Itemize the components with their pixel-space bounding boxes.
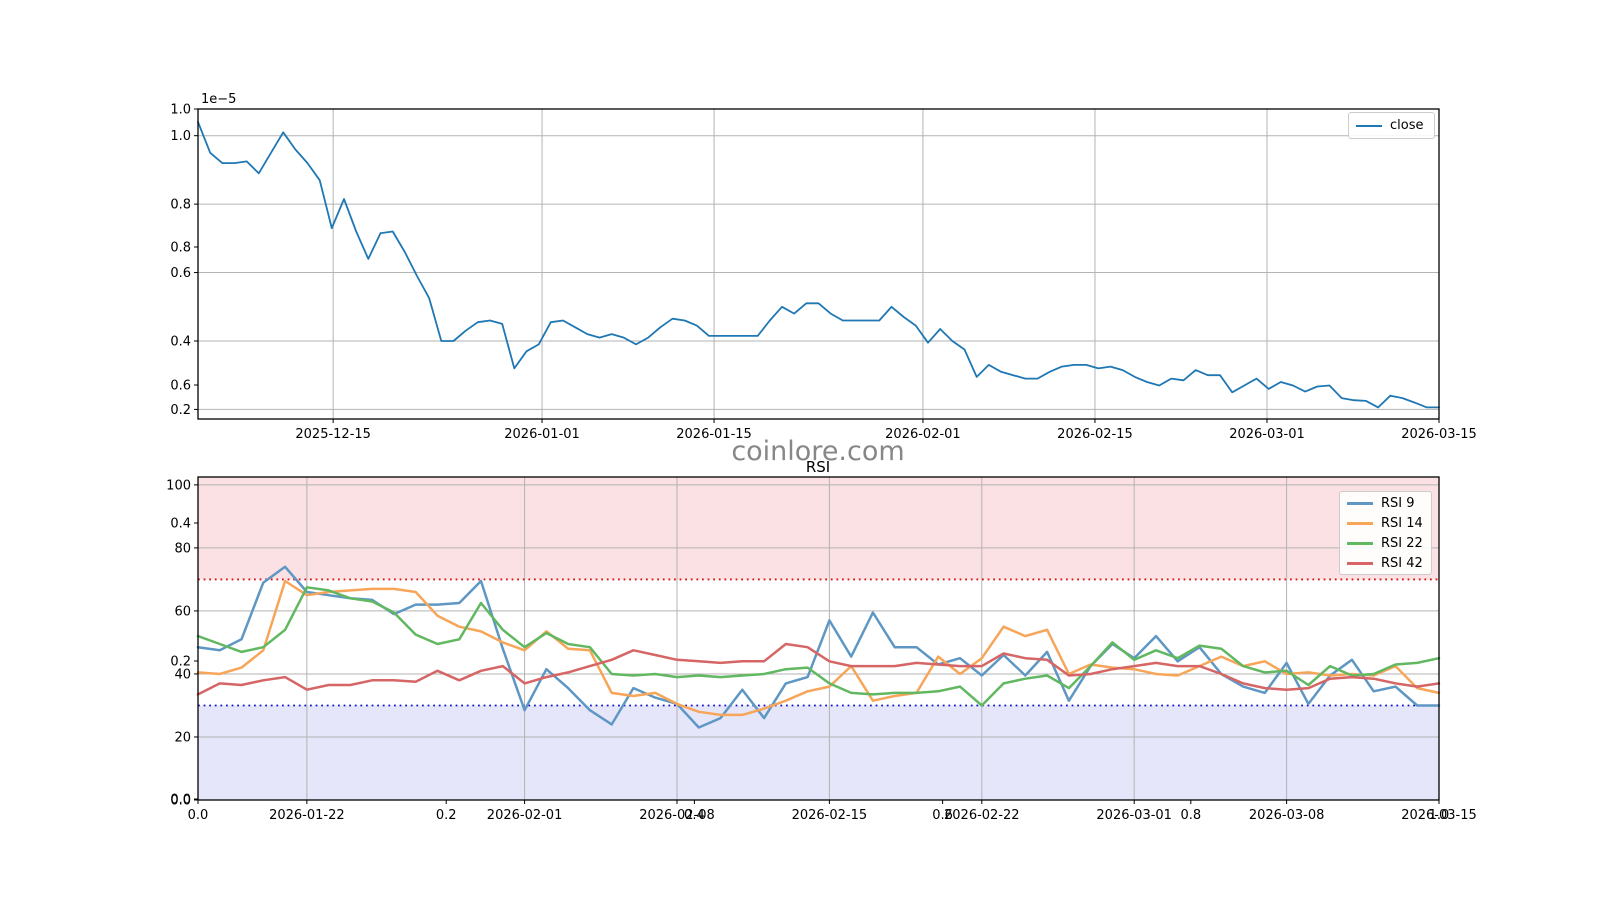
series-close: [197, 121, 1440, 409]
axis-ticks: 0.2 0.4 0.6 0.8 1.0 2025-12-15 2026-01-01 2026-…: [170, 129, 1476, 442]
rsi14-line-sample: [1347, 521, 1373, 525]
series-rsi-42: [196, 642, 1441, 696]
tick-label: 0.0: [170, 794, 191, 809]
axes-frame: [197, 476, 1440, 801]
tick-label: 1.0: [170, 129, 191, 144]
tick-label: 2026-03-01: [1229, 427, 1305, 442]
tick-label: 0.8: [170, 198, 191, 213]
axis-ticks: 0.0 20 40 60 80 100 2026-01-22 2026-02-01 2026-0…: [166, 478, 1477, 823]
tick-label: 0.6: [170, 379, 191, 394]
series-rsi-9: [196, 565, 1441, 729]
legend-row-close: close: [1349, 113, 1434, 138]
tick-label: 100: [166, 478, 191, 493]
gridlines: [198, 109, 1440, 419]
rsi9-line-sample: [1347, 501, 1373, 505]
rsi22-legend-label: RSI 22: [1381, 535, 1423, 551]
rsi-chart: 0.0 20 40 60 80 100 2026-01-22 2026-02-01 2026-0…: [166, 476, 1477, 823]
tick-label: 2026-01-15: [676, 427, 752, 442]
tick-label: 1e−5: [201, 92, 236, 107]
tick-label: 0.6: [170, 266, 191, 281]
tick-label: 0.0: [170, 793, 191, 808]
rsi14-legend-label: RSI 14: [1381, 515, 1423, 531]
tick-label: 0.4: [170, 334, 191, 349]
tick-label: 0.6: [932, 808, 953, 823]
rsi-legend: RSI 9 RSI 14 RSI 22 RSI 42: [1339, 491, 1432, 575]
tick-label: 40: [174, 667, 191, 682]
rsi42-legend-label: RSI 42: [1381, 555, 1423, 571]
rsi42-line-sample: [1347, 561, 1373, 565]
price-chart: 0.2 0.4 0.6 0.8 1.0 2025-12-15 2026-01-01 2026-…: [170, 92, 1476, 442]
gridlines: [198, 477, 1440, 801]
legend-row-rsi9: RSI 9: [1340, 493, 1431, 513]
tick-label: 0.2: [436, 808, 457, 823]
tick-label: 2026-03-01: [1096, 808, 1172, 823]
band: [198, 477, 1439, 580]
tick-label: 60: [174, 604, 191, 619]
tick-label: 20: [174, 730, 191, 745]
tick-label: 0.2: [170, 655, 191, 670]
tick-label: 80: [174, 541, 191, 556]
band: [198, 705, 1439, 800]
tick-label: 0.2: [170, 403, 191, 418]
axes-frame: [197, 108, 1440, 420]
tick-label: 1.0: [170, 103, 191, 118]
tick-label: 2026-02-01: [487, 808, 563, 823]
close-legend-label: close: [1390, 118, 1424, 133]
tick-label: 1.0: [1429, 808, 1450, 823]
legend-row-rsi42: RSI 42: [1340, 553, 1431, 573]
tick-label: 0.8: [1180, 808, 1201, 823]
price-legend: close: [1348, 112, 1435, 139]
tick-label: 2025-12-15: [295, 427, 371, 442]
tick-label: 0.8: [170, 241, 191, 256]
legend-row-rsi14: RSI 14: [1340, 513, 1431, 533]
tick-label: 2026-02-01: [885, 427, 961, 442]
tick-label: 2026-02-15: [792, 808, 868, 823]
tick-label: 2026-02-08: [639, 808, 715, 823]
legend-row-rsi22: RSI 22: [1340, 533, 1431, 553]
tick-label: 0.4: [170, 517, 191, 532]
series-rsi-22: [196, 586, 1441, 707]
tick-label: 2026-02-22: [944, 808, 1020, 823]
rsi22-line-sample: [1347, 541, 1373, 545]
tick-label: 2026-01-01: [504, 427, 580, 442]
series-rsi-14: [196, 579, 1441, 717]
tick-label: 0.4: [684, 808, 705, 823]
tick-label: 2026-03-08: [1249, 808, 1325, 823]
tick-label: 2026-01-22: [269, 808, 345, 823]
tick-label: 2026-02-15: [1057, 427, 1133, 442]
tick-label: 0.0: [188, 808, 209, 823]
rsi-chart-title: RSI: [805, 458, 831, 476]
watermark-text: coinlore.com: [731, 436, 905, 467]
figure-overlay-axis: 0.0 0.2 0.4 0.6 0.8 1.0 0.0 0.2 0.4 0.6 0.8 1.0: [170, 103, 1449, 824]
tick-label: 2026-03-15: [1401, 808, 1477, 823]
rsi9-legend-label: RSI 9: [1381, 495, 1415, 511]
tick-label: 2026-03-15: [1401, 427, 1477, 442]
close-line-sample: [1356, 124, 1382, 127]
